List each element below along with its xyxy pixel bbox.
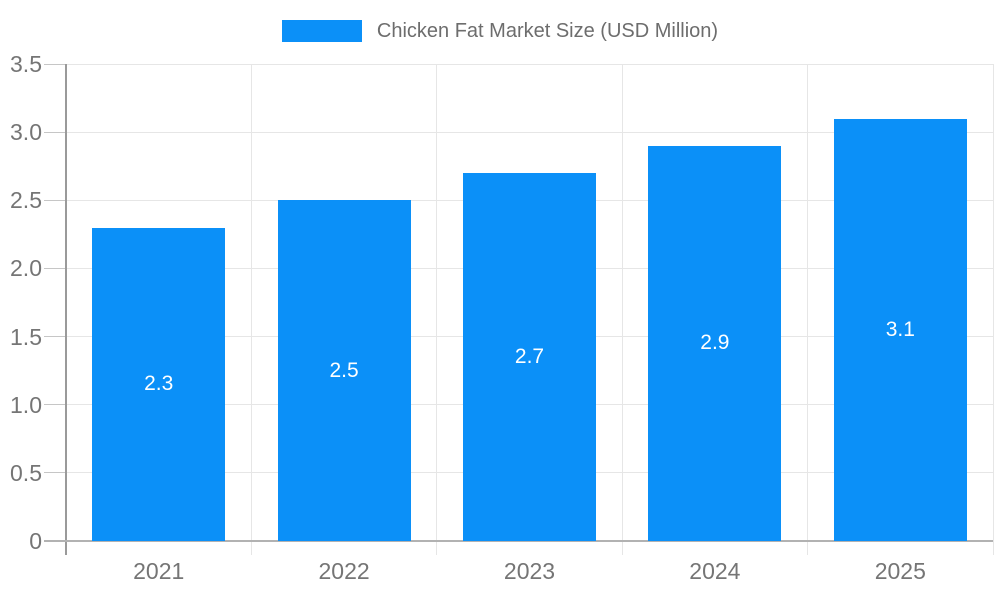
legend-label: Chicken Fat Market Size (USD Million) [376,20,719,42]
y-tick [44,472,66,474]
y-tick [44,199,66,201]
bar-2025[interactable] [833,118,967,541]
h-gridline [66,63,993,65]
v-gridline [250,64,252,555]
bar-value-label: 2.7 [514,345,545,368]
y-tick-label: 0 [29,528,42,554]
x-axis-line [44,540,993,542]
y-tick-label: 0.5 [10,459,42,486]
y-tick [44,267,66,269]
x-tick-label: 2021 [133,558,185,584]
bar-value-label: 3.1 [885,317,915,341]
legend-swatch[interactable] [281,20,362,42]
bar-2024[interactable] [648,145,782,541]
y-tick [44,131,66,133]
v-gridline [436,64,438,555]
y-tick [44,404,66,406]
y-tick-label: 3.5 [10,51,42,77]
bar-2022[interactable] [277,200,411,541]
x-tick-label: 2024 [689,558,741,584]
y-tick-label: 1.0 [10,391,42,418]
bar-2023[interactable] [463,173,596,541]
bar-value-label: 2.5 [329,358,359,382]
y-tick [44,336,66,338]
y-axis-line [65,64,67,555]
v-gridline [807,64,809,555]
x-tick-label: 2025 [874,558,926,584]
y-tick-label: 2.0 [10,255,42,282]
y-tick [44,63,66,65]
x-tick-label: 2022 [318,558,370,584]
x-tick-label: 2023 [503,558,556,584]
bar-2021[interactable] [92,227,226,541]
bar-value-label: 2.9 [700,331,730,355]
chart-legend[interactable]: Chicken Fat Market Size (USD Million) [0,20,1000,42]
v-gridline [992,64,994,555]
y-tick-label: 2.5 [10,187,42,214]
h-gridline [66,131,993,133]
y-tick-label: 1.5 [10,323,42,350]
y-tick-label: 3.0 [10,119,42,146]
bar-value-label: 2.3 [144,372,174,396]
v-gridline [621,64,623,555]
